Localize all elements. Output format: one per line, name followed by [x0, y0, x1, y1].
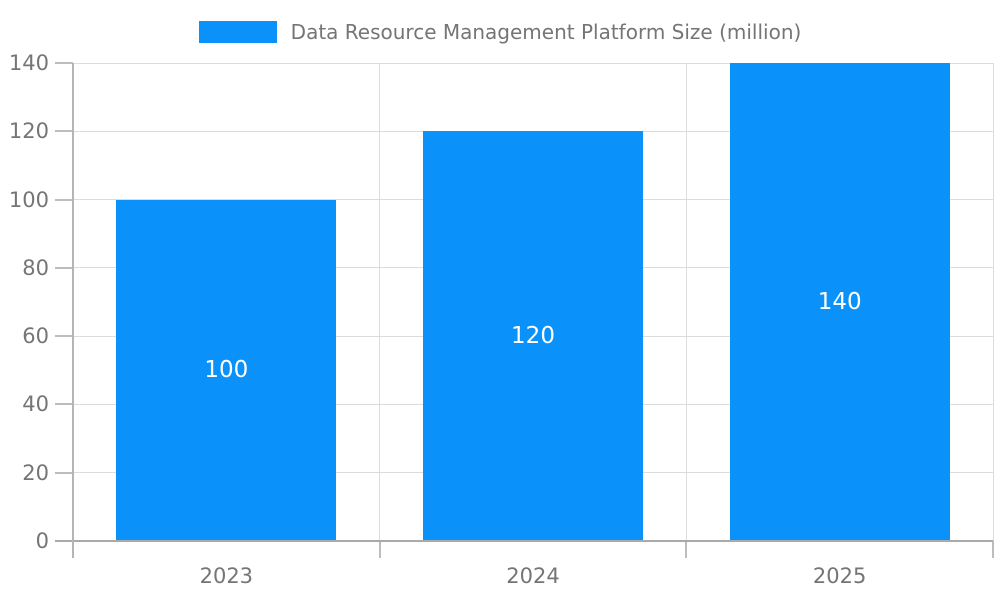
x-axis-tick-label: 2025 [812, 564, 867, 588]
x-axis-tick [685, 541, 688, 558]
y-axis-tick-label: 20 [22, 460, 49, 485]
y-axis-tick [55, 198, 73, 201]
x-axis-tick [378, 541, 381, 558]
y-axis-tick [55, 471, 73, 474]
bar-2024 [423, 131, 643, 541]
y-axis-line [72, 63, 74, 558]
x-axis-line [55, 540, 993, 542]
y-axis-tick [55, 62, 73, 64]
gridline-vertical [992, 63, 994, 541]
y-axis-tick-label: 140 [8, 51, 49, 75]
x-axis-tick-label: 2024 [506, 564, 560, 588]
y-axis-tick-label: 60 [22, 324, 49, 349]
bar-value-label: 100 [204, 357, 249, 384]
y-axis-tick [55, 403, 73, 406]
bar-2025 [729, 63, 950, 541]
y-axis-tick [55, 335, 73, 338]
y-axis-tick [55, 266, 73, 269]
y-axis-tick-label: 120 [8, 119, 49, 144]
x-axis-tick-label: 2023 [199, 564, 254, 588]
bar-value-label: 140 [817, 289, 862, 315]
gridline-vertical [379, 63, 381, 541]
bar-2023 [116, 199, 337, 541]
y-axis-tick-label: 0 [35, 529, 49, 553]
y-axis-tick-label: 80 [22, 255, 49, 280]
bar-value-label: 120 [511, 323, 555, 350]
chart-legend: Data Resource Management Platform Size (… [0, 21, 1000, 43]
legend-label: Data Resource Management Platform Size (… [290, 20, 802, 44]
legend-swatch [198, 21, 277, 43]
y-axis-tick-label: 100 [8, 187, 49, 212]
gridline-horizontal [73, 62, 993, 64]
x-axis-tick [992, 541, 994, 558]
gridline-vertical [685, 63, 687, 541]
y-axis-tick-label: 40 [22, 392, 49, 417]
y-axis-tick [55, 130, 73, 133]
